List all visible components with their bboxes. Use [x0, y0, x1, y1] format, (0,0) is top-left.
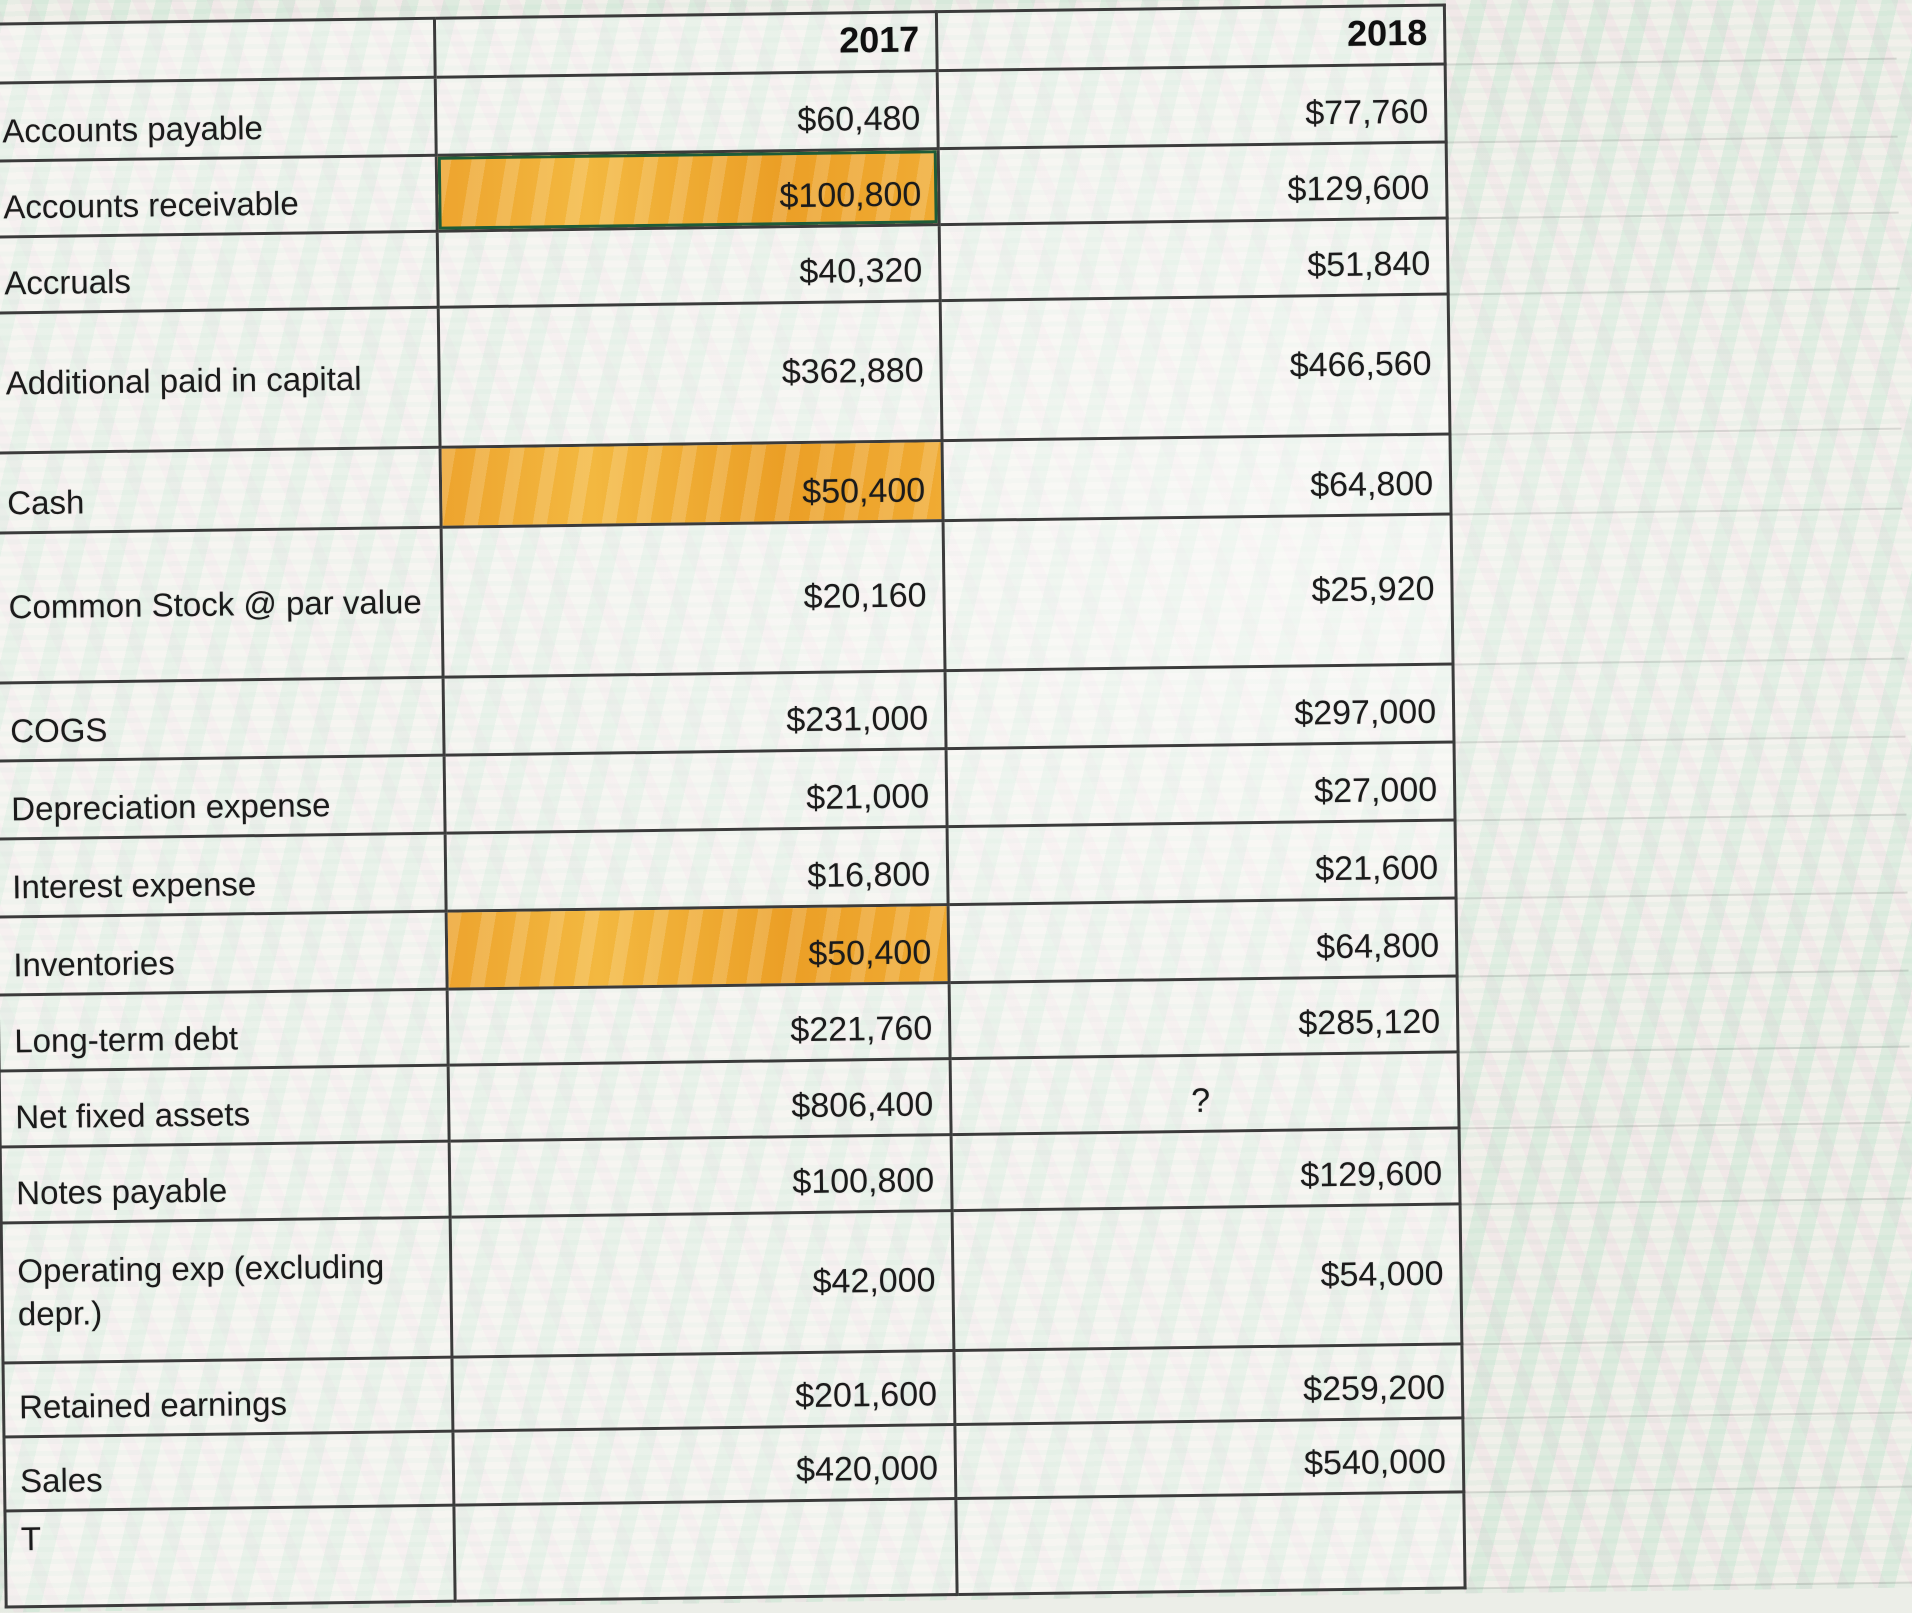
empty-area: [1460, 1123, 1912, 1206]
value-cell-2018[interactable]: [957, 1493, 1467, 1597]
year-header-2017[interactable]: 2017: [435, 10, 939, 79]
row-label-cell[interactable]: Common Stock @ par value: [0, 528, 445, 685]
row-label-text: Operating exp (excluding depr.): [17, 1247, 385, 1332]
row-label-cell[interactable]: Sales: [2, 1432, 456, 1513]
empty-area: [1449, 289, 1902, 436]
empty-area: [1452, 509, 1905, 666]
empty-area: [1458, 971, 1910, 1054]
row-label-cell[interactable]: Inventories: [0, 912, 449, 997]
row-label-cell[interactable]: Accounts payable: [0, 78, 438, 163]
row-label-cell[interactable]: Interest expense: [0, 834, 448, 919]
value-cell-2017[interactable]: $231,000: [444, 672, 948, 757]
value-cell-2017[interactable]: $201,600: [453, 1352, 957, 1433]
empty-area: [1447, 137, 1899, 220]
value-cell-2018[interactable]: $64,800: [949, 899, 1459, 985]
value-cell-2018[interactable]: $25,920: [944, 515, 1455, 673]
value-cell-2017[interactable]: $42,000: [451, 1212, 956, 1359]
empty-area: [1446, 59, 1898, 144]
row-label-text: Common Stock @ par value: [8, 583, 422, 626]
row-label-cell[interactable]: Long-term debt: [0, 990, 450, 1073]
empty-area: [1445, 0, 1897, 66]
row-label-cell[interactable]: Cash: [0, 448, 443, 535]
value-cell-2017[interactable]: $40,320: [438, 226, 942, 309]
value-cell-2017[interactable]: $20,160: [442, 522, 947, 679]
empty-area: [1465, 1487, 1912, 1590]
empty-area: [1459, 1047, 1911, 1130]
value-cell-2017[interactable]: $16,800: [446, 828, 950, 913]
value-cell-2018[interactable]: $259,200: [955, 1345, 1465, 1427]
year-header-2018[interactable]: 2018: [937, 3, 1447, 73]
value-cell-2018[interactable]: $77,760: [938, 65, 1448, 151]
value-cell-2018[interactable]: $129,600: [952, 1129, 1462, 1213]
value-cell-2017[interactable]: $806,400: [449, 1060, 953, 1143]
value-cell-2017[interactable]: $50,400: [447, 906, 951, 991]
empty-area: [1461, 1199, 1912, 1346]
row-label-cell[interactable]: Retained earnings: [1, 1358, 455, 1439]
value-cell-2017[interactable]: $60,480: [436, 72, 940, 157]
value-cell-2018[interactable]: $285,120: [950, 977, 1460, 1061]
row-label-cell[interactable]: Operating exp (excluding depr.): [0, 1218, 454, 1365]
row-label-cell[interactable]: Accounts receivable: [0, 156, 439, 239]
value-cell-2018[interactable]: $129,600: [939, 143, 1449, 227]
row-label-cell[interactable]: Notes payable: [0, 1142, 452, 1225]
value-cell-2017[interactable]: $50,400: [441, 442, 945, 529]
empty-area: [1451, 429, 1903, 516]
table-row: Common Stock @ par value $20,160 $25,920: [0, 509, 1905, 685]
row-label-cell[interactable]: T: [3, 1506, 457, 1609]
row-label-cell[interactable]: Depreciation expense: [0, 756, 447, 841]
value-cell-2017[interactable]: $221,760: [448, 984, 952, 1067]
row-label-cell[interactable]: Accruals: [0, 232, 440, 315]
value-cell-2018[interactable]: $54,000: [953, 1205, 1464, 1353]
header-label-cell[interactable]: [0, 16, 437, 85]
table-row: Additional paid in capital $362,880 $466…: [0, 289, 1902, 455]
value-cell-2018[interactable]: $540,000: [956, 1419, 1466, 1501]
value-cell-2018[interactable]: $64,800: [943, 435, 1453, 523]
value-cell-2018[interactable]: $21,600: [948, 821, 1458, 907]
value-cell-2018[interactable]: $51,840: [940, 219, 1450, 303]
empty-area: [1448, 213, 1900, 296]
value-cell-2017[interactable]: [455, 1500, 959, 1603]
value-cell-2018[interactable]: $27,000: [947, 743, 1457, 829]
value-cell-2017[interactable]: $100,800: [450, 1136, 954, 1219]
empty-area: [1463, 1339, 1912, 1420]
value-cell-2018[interactable]: $466,560: [941, 295, 1452, 443]
empty-area: [1464, 1413, 1912, 1494]
value-cell-2017[interactable]: $21,000: [445, 750, 949, 835]
table-row: Operating exp (excluding depr.) $42,000 …: [0, 1199, 1912, 1365]
value-cell-2017[interactable]: $362,880: [439, 302, 944, 449]
value-cell-2018[interactable]: $297,000: [946, 665, 1456, 751]
row-label-cell[interactable]: Additional paid in capital: [0, 308, 442, 455]
value-cell-2018-unknown[interactable]: ?: [951, 1053, 1461, 1137]
value-cell-2017[interactable]: $420,000: [454, 1426, 958, 1507]
empty-area: [1454, 659, 1906, 744]
empty-area: [1457, 893, 1909, 978]
empty-area: [1455, 737, 1907, 822]
row-label-cell[interactable]: COGS: [0, 678, 446, 763]
empty-area: [1456, 815, 1908, 900]
row-label-cell[interactable]: Net fixed assets: [0, 1066, 451, 1149]
value-cell-2017-selected[interactable]: $100,800: [437, 150, 941, 233]
